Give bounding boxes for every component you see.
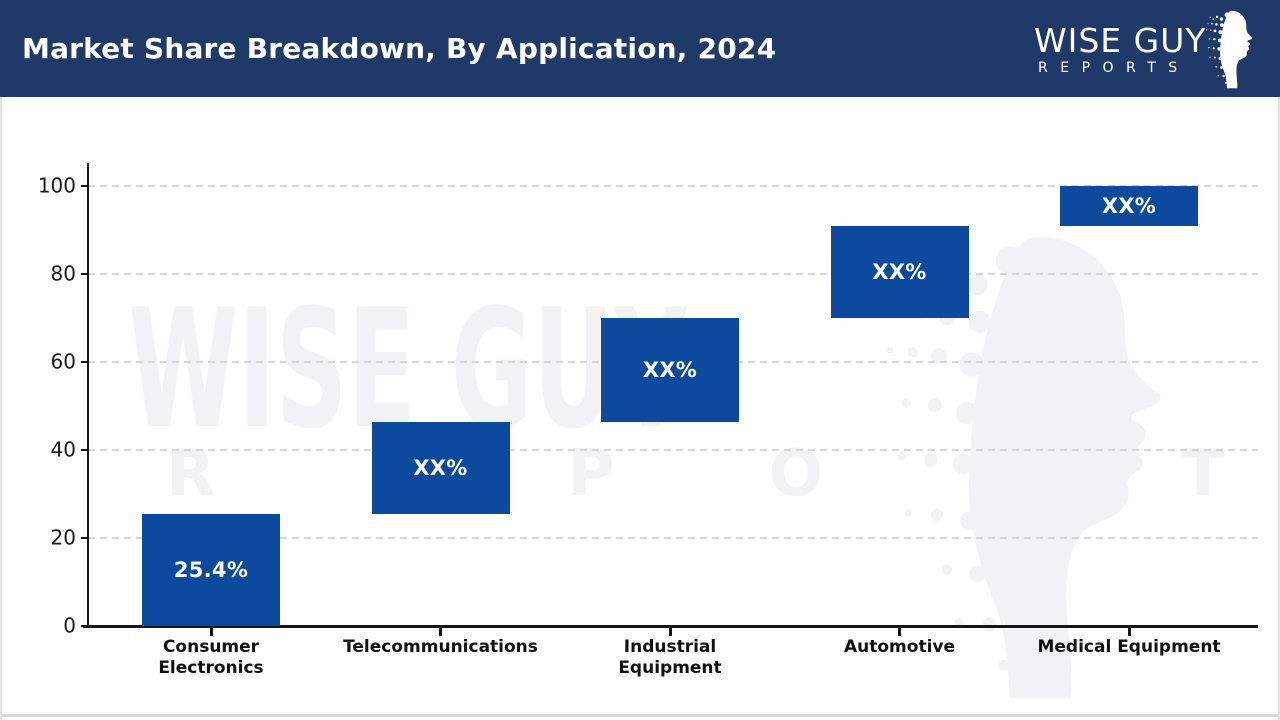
header-bar: Market Share Breakdown, By Application, … (0, 0, 1280, 97)
x-tick-mark (668, 627, 672, 636)
page-right-border (1278, 0, 1280, 720)
gridline-y-80 (88, 273, 1258, 275)
y-tick-label: 0 (63, 613, 76, 638)
gridline-y-40 (88, 449, 1258, 451)
watermark-reports: R E P O R T S (166, 437, 1280, 511)
bar-value-label: 25.4% (173, 558, 249, 583)
y-tick-mark (81, 449, 88, 451)
bar-automotive: XX% (830, 225, 969, 318)
y-tick-label: 60 (50, 349, 76, 374)
x-category-label-line: Electronics (158, 658, 264, 678)
x-category-label-line: Industrial (623, 637, 717, 657)
y-tick-mark (81, 185, 88, 187)
page-left-border (0, 0, 2, 720)
x-category-label-line: Telecommunications (343, 637, 538, 657)
wiseguy-logo: WISE GUY REPORTS (1034, 6, 1264, 92)
bar-telecommunications: XX% (371, 421, 510, 515)
x-category-label-line: Consumer (162, 637, 260, 657)
x-category-label-line: Automotive (843, 637, 956, 657)
bar-value-label: XX% (1101, 193, 1157, 218)
bar-consumer-electronics: 25.4% (142, 514, 280, 626)
bar-value-label: XX% (872, 259, 927, 284)
y-axis-line (86, 163, 89, 628)
bar-industrial-equipment: XX% (601, 318, 739, 422)
y-tick-label: 100 (37, 173, 76, 198)
x-category-label: Medical Equipment (1011, 637, 1247, 658)
page-title: Market Share Breakdown, By Application, … (22, 32, 777, 65)
x-category-label: Automotive (782, 637, 1018, 658)
x-category-label-line: Medical Equipment (1037, 637, 1221, 657)
wiseguy-face-icon (1201, 8, 1253, 90)
logo-wordmark-line2: REPORTS (1038, 59, 1190, 76)
x-tick-mark (439, 627, 442, 636)
x-tick-mark (1127, 627, 1131, 636)
x-category-label-line: Equipment (618, 658, 722, 678)
y-tick-mark (81, 361, 88, 363)
y-tick-mark (81, 273, 88, 275)
x-category-label: Consumer Electronics (93, 637, 329, 679)
bar-value-label: XX% (413, 456, 468, 481)
bar-value-label: XX% (642, 357, 698, 382)
x-category-label: Telecommunications (323, 637, 559, 658)
x-tick-mark (898, 627, 901, 636)
x-category-label: Industrial Equipment (552, 637, 788, 679)
x-tick-mark (209, 627, 213, 636)
y-tick-label: 20 (50, 525, 76, 550)
gridline-y-100 (88, 185, 1258, 187)
y-tick-mark (81, 537, 88, 539)
y-tick-label: 40 (50, 437, 76, 462)
y-tick-label: 80 (50, 261, 76, 286)
bar-medical-equipment: XX% (1060, 186, 1198, 226)
logo-wordmark-line1: WISE GUY (1034, 20, 1207, 60)
footer-divider (0, 714, 1280, 717)
wiseguy-logo-wordmark: WISE GUY REPORTS (1034, 20, 1207, 76)
x-axis-line (83, 625, 1258, 628)
gridline-y-20 (88, 537, 1258, 539)
